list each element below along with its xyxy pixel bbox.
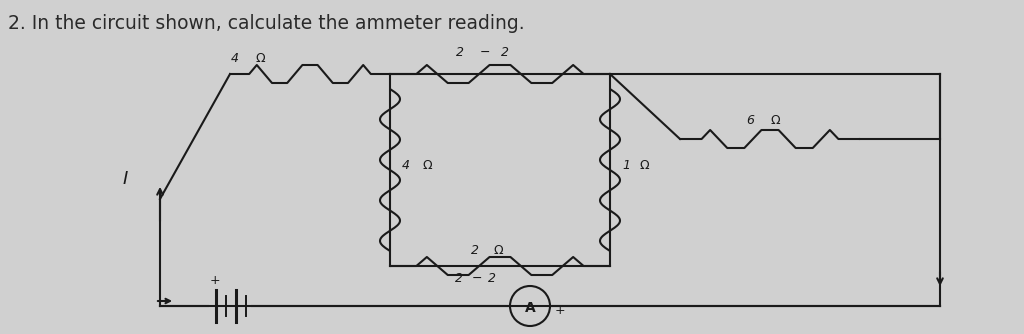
Text: 6: 6 [746, 114, 754, 127]
Text: 2: 2 [455, 272, 463, 285]
Text: −: − [472, 272, 482, 285]
Text: +: + [555, 304, 565, 317]
Text: A: A [524, 301, 536, 315]
Text: 2: 2 [488, 272, 496, 285]
Text: 2: 2 [471, 244, 479, 257]
Text: 2: 2 [501, 46, 509, 59]
Text: −: − [480, 46, 490, 59]
Text: Ω: Ω [423, 159, 432, 172]
Text: Ω: Ω [640, 159, 649, 172]
Text: Ω: Ω [255, 52, 265, 65]
Text: 4: 4 [231, 52, 239, 65]
Text: 4: 4 [402, 159, 410, 172]
Text: Ω: Ω [770, 114, 780, 127]
Text: I: I [123, 170, 128, 188]
Text: Ω: Ω [494, 244, 503, 257]
Text: 2: 2 [456, 46, 464, 59]
Text: 1: 1 [622, 159, 630, 172]
Text: +: + [210, 274, 220, 287]
Text: 2. In the circuit shown, calculate the ammeter reading.: 2. In the circuit shown, calculate the a… [8, 14, 524, 33]
